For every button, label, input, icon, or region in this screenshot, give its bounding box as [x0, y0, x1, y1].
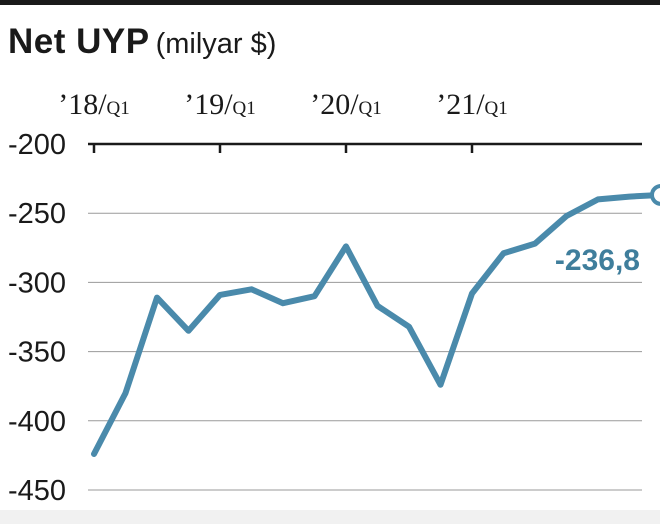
- y-tick-label: -300: [8, 267, 66, 299]
- series-line: [91, 191, 660, 457]
- end-point-marker: [650, 183, 660, 206]
- chart-title: Net UYP (milyar $): [8, 22, 276, 62]
- bottom-band: [0, 510, 660, 524]
- x-tick-label: ’22/04: [659, 88, 660, 121]
- end-value-label: -236,8: [555, 244, 640, 277]
- x-tick-label: ’19/Q1: [184, 88, 256, 121]
- x-tick-label: ’18/Q1: [58, 88, 130, 121]
- y-tick-label: -450: [8, 475, 66, 507]
- y-tick-label: -200: [8, 129, 66, 161]
- chart-title-main: Net UYP: [8, 22, 150, 61]
- y-tick-label: -350: [8, 337, 66, 369]
- x-tick-label: ’21/Q1: [436, 88, 508, 121]
- y-tick-label: -250: [8, 198, 66, 230]
- top-rule: [0, 0, 660, 5]
- chart-title-unit: (milyar $): [155, 28, 277, 60]
- y-tick-label: -400: [8, 406, 66, 438]
- x-tick-label: ’20/Q1: [310, 88, 382, 121]
